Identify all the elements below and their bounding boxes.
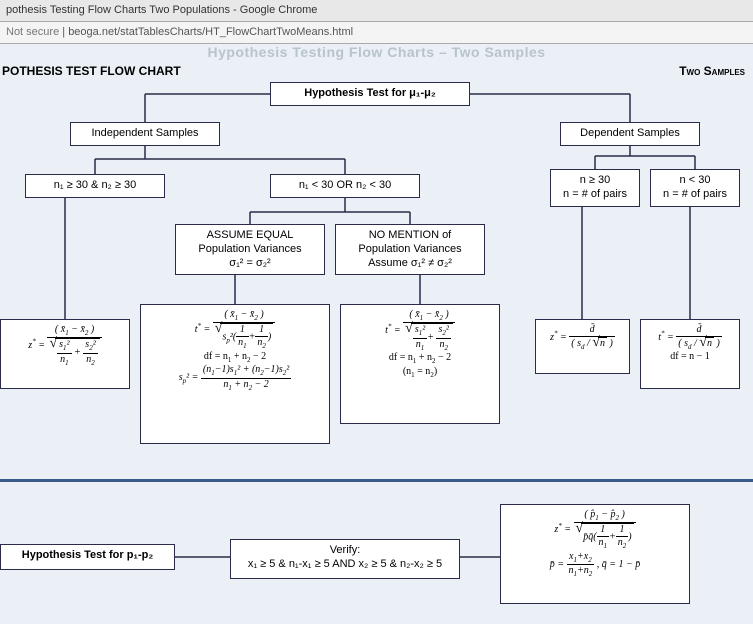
title-right: Two Samples <box>679 64 745 78</box>
box-n-small: n₁ < 30 OR n₂ < 30 <box>270 174 420 198</box>
faint-page-header: Hypothesis Testing Flow Charts – Two Sam… <box>0 44 753 60</box>
box-proportion-test: Hypothesis Test for p₁-p₂ <box>0 544 175 570</box>
window-title: pothesis Testing Flow Charts Two Populat… <box>0 0 753 22</box>
box-independent-samples: Independent Samples <box>70 122 220 146</box>
box-unequal-variances: NO MENTION ofPopulation VariancesAssume … <box>335 224 485 275</box>
formula-z-proportions: z* = ( p̂1 − p̂2 ) √ p̄q̄(1n1+1n2) p̄ = … <box>500 504 690 604</box>
title-left: POTHESIS TEST FLOW CHART <box>2 64 181 78</box>
formula-z-independent-large: z* = ( x̄1 − x̄2 ) √ s1²n1 + s2²n2 <box>0 319 130 389</box>
formula-t-pooled: t* = ( x̄1 − x̄2 ) √ sp²(1n1+1n2) df = n… <box>140 304 330 444</box>
box-dependent-samples: Dependent Samples <box>560 122 700 146</box>
formula-t-dependent: t* = d̄ ( sd / √n ) df = n − 1 <box>640 319 740 389</box>
box-verify-conditions: Verify:x₁ ≥ 5 & n₁-x₁ ≥ 5 AND x₂ ≥ 5 & n… <box>230 539 460 579</box>
box-n-large: n₁ ≥ 30 & n₂ ≥ 30 <box>25 174 165 198</box>
formula-z-dependent: z* = d̄ ( sd / √n ) <box>535 319 630 374</box>
box-assume-equal-variances: ASSUME EQUALPopulation Variancesσ₁² = σ₂… <box>175 224 325 275</box>
security-indicator: Not secure <box>6 26 59 38</box>
url-bar: Not secure | beoga.net/statTablesCharts/… <box>0 22 753 44</box>
formula-t-unpooled: t* = ( x̄1 − x̄2 ) √ s1²n1+ s2²n2 df = n… <box>340 304 500 424</box>
url-text: beoga.net/statTablesCharts/HT_FlowChartT… <box>68 26 353 38</box>
box-main-hypothesis-test: Hypothesis Test for μ₁-μ₂ <box>270 82 470 106</box>
box-dependent-n-large: n ≥ 30n = # of pairs <box>550 169 640 207</box>
box-dependent-n-small: n < 30n = # of pairs <box>650 169 740 207</box>
page-content: Hypothesis Testing Flow Charts – Two Sam… <box>0 44 753 624</box>
section-divider <box>0 479 753 482</box>
